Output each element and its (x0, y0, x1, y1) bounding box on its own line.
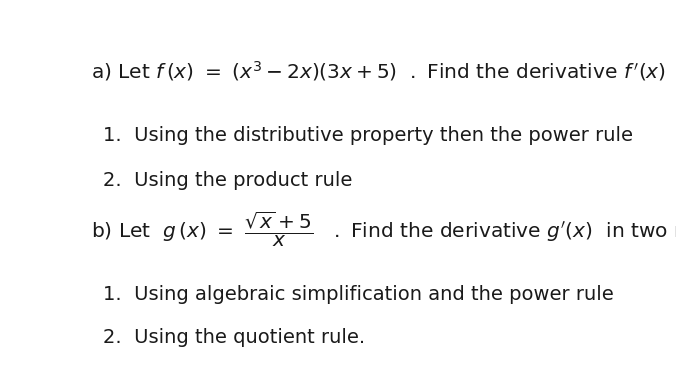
Text: 2.  Using the product rule: 2. Using the product rule (103, 171, 353, 190)
Text: $\mathregular{a)\ Let\ }f\,(x)\ =\ \left(x^3-2x\right)\left(3x+5\right)\mathregu: $\mathregular{a)\ Let\ }f\,(x)\ =\ \left… (91, 59, 676, 83)
Text: 1.  Using algebraic simplification and the power rule: 1. Using algebraic simplification and th… (103, 285, 614, 304)
Text: 2.  Using the quotient rule.: 2. Using the quotient rule. (103, 328, 366, 347)
Text: $\mathregular{b)\ Let\ \ }g\,(x)\ =\ \dfrac{\sqrt{x}+5}{x}\mathregular{\ \ \ .\ : $\mathregular{b)\ Let\ \ }g\,(x)\ =\ \df… (91, 210, 676, 249)
Text: 1.  Using the distributive property then the power rule: 1. Using the distributive property then … (103, 126, 633, 145)
